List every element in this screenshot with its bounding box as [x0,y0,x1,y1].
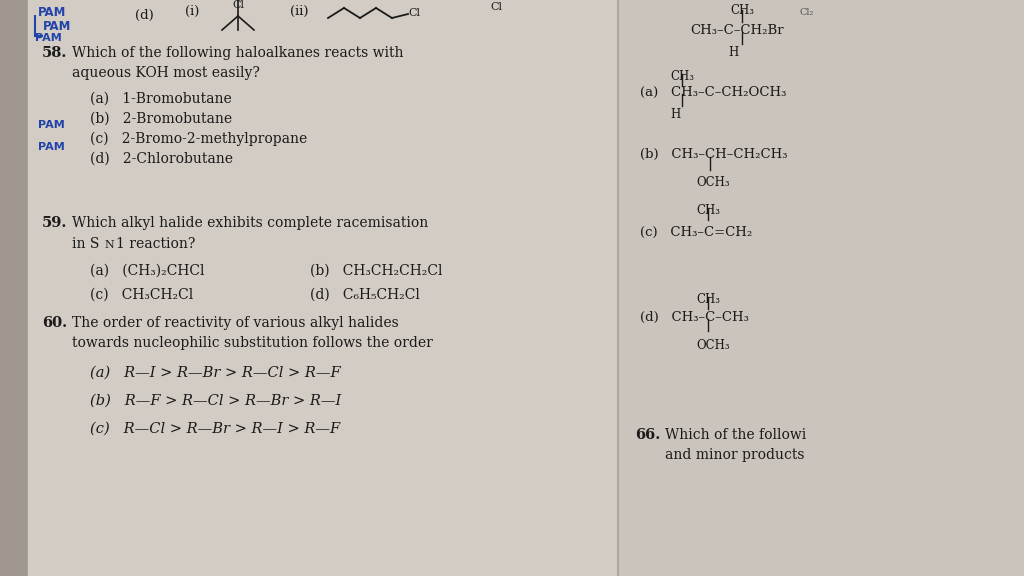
Text: in S: in S [72,237,99,251]
Text: (c)   CH₃CH₂Cl: (c) CH₃CH₂Cl [90,288,194,302]
Text: OCH₃: OCH₃ [696,176,730,189]
Text: (ii): (ii) [290,5,308,18]
Text: N: N [104,240,114,250]
Bar [28,0,618,576]
Text: CH₃: CH₃ [696,293,720,306]
Text: H: H [728,46,738,59]
Text: (a)   (CH₃)₂CHCl: (a) (CH₃)₂CHCl [90,264,205,278]
Text: (a)   CH₃–C–CH₂OCH₃: (a) CH₃–C–CH₂OCH₃ [640,86,786,99]
Text: CH₃: CH₃ [730,4,754,17]
Text: PAM: PAM [38,6,67,19]
Text: and minor products: and minor products [665,448,805,462]
Text: PAM: PAM [35,33,61,43]
Text: The order of reactivity of various alkyl halides: The order of reactivity of various alkyl… [72,316,398,330]
Text: towards nucleophilic substitution follows the order: towards nucleophilic substitution follow… [72,336,433,350]
Text: (b)   CH₃–CH–CH₂CH₃: (b) CH₃–CH–CH₂CH₃ [640,148,787,161]
Text: Cl: Cl [490,2,502,12]
Text: CH₃–C–CH₂Br: CH₃–C–CH₂Br [690,24,783,37]
Text: H: H [670,108,680,121]
Text: 58.: 58. [42,46,68,60]
Bar [618,0,1024,576]
Text: (i): (i) [185,5,200,18]
Text: CH₃: CH₃ [696,204,720,217]
Text: 66.: 66. [635,428,660,442]
Text: 1 reaction?: 1 reaction? [116,237,196,251]
Text: PAM: PAM [38,120,65,130]
Text: Cl: Cl [232,0,244,10]
Text: 59.: 59. [42,216,68,230]
Text: CH₃: CH₃ [670,70,694,83]
Text: 60.: 60. [42,316,68,330]
Text: PAM: PAM [43,20,72,33]
Text: PAM: PAM [38,142,65,152]
Text: (c)   2-Bromo-2-methylpropane: (c) 2-Bromo-2-methylpropane [90,132,307,146]
Text: Cl: Cl [408,8,420,18]
Text: Which alkyl halide exhibits complete racemisation: Which alkyl halide exhibits complete rac… [72,216,428,230]
Text: (c)   R—Cl > R—Br > R—I > R—F: (c) R—Cl > R—Br > R—I > R—F [90,422,340,436]
Text: (d): (d) [135,9,154,22]
Text: (d)   CH₃–C–CH₃: (d) CH₃–C–CH₃ [640,311,749,324]
Text: (b)   R—F > R—Cl > R—Br > R—I: (b) R—F > R—Cl > R—Br > R—I [90,394,341,408]
Text: Which of the following haloalkanes reacts with: Which of the following haloalkanes react… [72,46,403,60]
Text: (a)   1-Bromobutane: (a) 1-Bromobutane [90,92,231,106]
Text: (c)   CH₃–C=CH₂: (c) CH₃–C=CH₂ [640,226,753,239]
Text: OCH₃: OCH₃ [696,339,730,352]
Text: (b)   CH₃CH₂CH₂Cl: (b) CH₃CH₂CH₂Cl [310,264,442,278]
Text: (b)   2-Bromobutane: (b) 2-Bromobutane [90,112,232,126]
Bar [0,0,28,576]
Text: (d)   2-Chlorobutane: (d) 2-Chlorobutane [90,152,233,166]
Text: aqueous KOH most easily?: aqueous KOH most easily? [72,66,260,80]
Text: Which of the followi: Which of the followi [665,428,806,442]
Text: (a)   R—I > R—Br > R—Cl > R—F: (a) R—I > R—Br > R—Cl > R—F [90,366,341,380]
Text: (d)   C₆H₅CH₂Cl: (d) C₆H₅CH₂Cl [310,288,420,302]
Text: Cl₂: Cl₂ [800,8,814,17]
